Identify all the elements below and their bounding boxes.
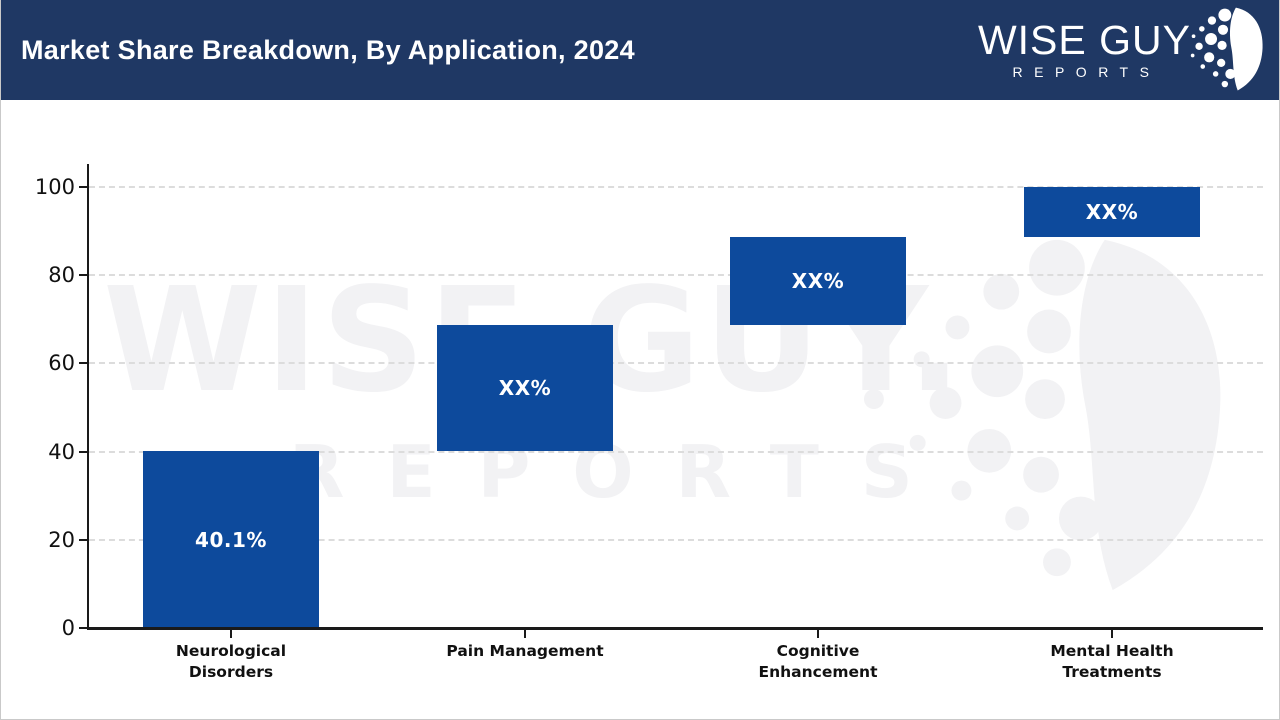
wiseguy-logo: WISE GUY REPORTS — [978, 4, 1269, 96]
y-tick-mark — [79, 627, 88, 629]
y-tick-mark — [79, 538, 88, 541]
x-axis-label-neurological-disorders: Neurological Disorders — [111, 641, 351, 683]
x-tick-mark — [524, 630, 526, 638]
y-tick-label: 40 — [48, 439, 75, 464]
x-axis-label-line: Disorders — [188, 663, 274, 681]
y-tick-label: 60 — [48, 351, 75, 376]
x-axis-label-line: Neurological — [175, 642, 287, 660]
x-axis-label-line: Treatments — [1062, 663, 1162, 681]
bar-value-label: 40.1% — [195, 527, 267, 552]
y-tick-label: 80 — [48, 263, 75, 288]
gridline-80 — [89, 274, 1263, 277]
y-tick-mark — [79, 450, 88, 453]
page-title: Market Share Breakdown, By Application, … — [21, 34, 635, 65]
logo-subtext: REPORTS — [1012, 64, 1161, 80]
y-axis-line — [87, 164, 89, 630]
x-axis-label-line: Mental Health — [1050, 642, 1174, 660]
y-tick-label: 0 — [61, 616, 75, 640]
watermark-head-icon — [849, 224, 1249, 614]
x-axis-label-cognitive-enhancement: Cognitive Enhancement — [698, 641, 938, 683]
gridline-60 — [89, 362, 1263, 365]
logo-text: WISE GUY REPORTS — [977, 17, 1191, 81]
x-axis-label-line: Pain Management — [446, 642, 604, 660]
bar-mental-health-treatments: XX% — [1024, 187, 1200, 238]
y-tick-label: 100 — [34, 175, 75, 199]
bar-neurological-disorders: 40.1% — [143, 451, 319, 628]
x-axis-label-line: Enhancement — [758, 663, 878, 681]
gridline-40 — [89, 450, 1263, 453]
y-tick-mark — [79, 274, 88, 277]
bar-pain-management: XX% — [437, 325, 613, 452]
header: Market Share Breakdown, By Application, … — [1, 0, 1279, 100]
x-axis-label-mental-health-treatments: Mental Health Treatments — [992, 641, 1232, 683]
x-tick-mark — [1111, 630, 1113, 638]
x-axis-line — [87, 627, 1263, 630]
bar-value-label: XX% — [498, 376, 552, 401]
bar-cognitive-enhancement: XX% — [730, 237, 906, 326]
y-tick-label: 20 — [48, 527, 75, 552]
gridline-100 — [89, 186, 1263, 188]
logo-wordmark: WISE GUY — [977, 17, 1191, 63]
y-tick-mark — [79, 186, 88, 188]
x-axis-label-pain-management: Pain Management — [405, 641, 645, 662]
x-axis-label-line: Cognitive — [776, 642, 860, 660]
logo-head-icon — [1177, 4, 1269, 96]
bar-value-label: XX% — [1085, 200, 1139, 225]
bar-value-label: XX% — [791, 269, 845, 294]
x-tick-mark — [230, 630, 232, 638]
x-tick-mark — [817, 630, 819, 638]
gridline-20 — [89, 538, 1263, 541]
y-tick-mark — [79, 362, 88, 365]
